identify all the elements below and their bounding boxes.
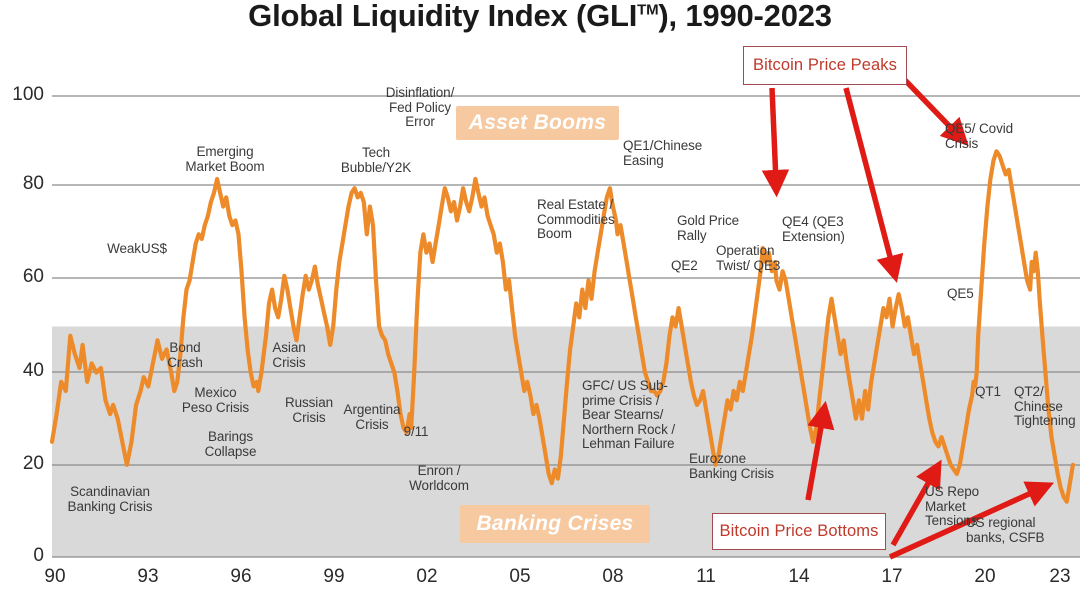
annotation-asian-crisis: Asian Crisis bbox=[272, 340, 306, 370]
peak-arrow-1 bbox=[761, 87, 790, 198]
annotation-us-repo-tensions: US Repo Market Tensions bbox=[925, 484, 980, 528]
annotation-nine-eleven: 9/11 bbox=[403, 424, 429, 439]
trademark-symbol: TM bbox=[637, 1, 659, 19]
annotation-qe4-extension: QE4 (QE3 Extension) bbox=[782, 214, 845, 244]
bottom-arrow-3 bbox=[888, 481, 1055, 560]
xtick-17: 17 bbox=[881, 566, 903, 587]
annotation-qt1: QT1 bbox=[975, 384, 1001, 399]
gli-data-line bbox=[49, 149, 1076, 504]
xtick-90: 90 bbox=[44, 566, 66, 587]
annotation-russian-crisis: Russian Crisis bbox=[284, 395, 334, 425]
callout-bitcoin-price-peaks[interactable]: Bitcoin Price Peaks bbox=[743, 46, 907, 85]
annotation-emerging-market-boom: Emerging Market Boom bbox=[185, 144, 265, 174]
annotation-operation-twist: Operation Twist/ QE3 bbox=[716, 243, 781, 273]
annotation-us-regional-banks: US regional banks, CSFB bbox=[966, 515, 1045, 545]
annotation-bond-crash: Bond Crash bbox=[167, 340, 203, 370]
annotation-qe1-chinese-easing: QE1/Chinese Easing bbox=[623, 138, 703, 168]
peak-arrows bbox=[761, 76, 969, 283]
annotation-gfc-subprime: GFC/ US Sub- prime Crisis / Bear Stearns… bbox=[582, 378, 676, 451]
peak-arrow-3 bbox=[901, 76, 969, 147]
banner-banking-crises: Banking Crises bbox=[460, 505, 650, 543]
ytick-40: 40 bbox=[22, 360, 44, 381]
chart-title-main: Global Liquidity Index (GLI bbox=[248, 0, 638, 33]
xtick-02: 02 bbox=[416, 566, 438, 587]
annotation-qe5: QE5 bbox=[947, 286, 974, 301]
chart-title-rest: ), 1990-2023 bbox=[658, 0, 832, 33]
annotation-scandinavian-banking-crisis: Scandinavian Banking Crisis bbox=[67, 484, 153, 514]
xtick-11: 11 bbox=[696, 566, 716, 587]
ytick-80: 80 bbox=[22, 173, 44, 194]
xtick-20: 20 bbox=[974, 566, 996, 587]
annotation-qe2: QE2 bbox=[671, 258, 698, 273]
annotation-barings-collapse: Barings Collapse bbox=[204, 429, 257, 459]
annotation-eurozone-banking-crisis: Eurozone Banking Crisis bbox=[689, 451, 774, 481]
annotation-enron-worldcom: Enron / Worldcom bbox=[409, 463, 469, 493]
annotation-weak-usd: WeakUS$ bbox=[107, 241, 167, 256]
annotation-qt2-chinese-tightening: QT2/ Chinese Tightening bbox=[1014, 384, 1076, 428]
bottom-arrows bbox=[805, 400, 1055, 560]
annotation-gold-price-rally: Gold Price Rally bbox=[677, 213, 740, 243]
xtick-96: 96 bbox=[230, 566, 252, 587]
ytick-20: 20 bbox=[22, 453, 44, 474]
annotation-qe5-covid-crisis: QE5/ Covid Crisis bbox=[945, 121, 1014, 151]
annotation-real-estate-boom: Real Estate / Commodities Boom bbox=[537, 197, 615, 241]
xtick-05: 05 bbox=[509, 566, 531, 587]
ytick-100: 100 bbox=[12, 84, 44, 105]
peak-arrow-2 bbox=[843, 87, 904, 283]
ytick-0: 0 bbox=[33, 545, 44, 566]
annotation-disinflation: Disinflation/ Fed Policy Error bbox=[385, 85, 455, 129]
xtick-23: 23 bbox=[1049, 566, 1071, 587]
chart-title: Global Liquidity Index (GLITM), 1990-202… bbox=[0, 0, 1080, 34]
annotation-argentina-crisis: Argentina Crisis bbox=[343, 402, 401, 432]
bottom-arrow-1 bbox=[805, 400, 835, 501]
bottom-arrow-2 bbox=[890, 459, 942, 547]
xtick-14: 14 bbox=[788, 566, 810, 587]
ytick-60: 60 bbox=[22, 266, 44, 287]
xtick-08: 08 bbox=[602, 566, 624, 587]
callout-bitcoin-price-bottoms[interactable]: Bitcoin Price Bottoms bbox=[712, 513, 886, 550]
xtick-93: 93 bbox=[137, 566, 159, 587]
banner-asset-booms: Asset Booms bbox=[456, 106, 619, 140]
xtick-99: 99 bbox=[323, 566, 345, 587]
gridlines bbox=[52, 95, 1080, 558]
annotation-mexico-peso-crisis: Mexico Peso Crisis bbox=[181, 385, 250, 415]
annotation-tech-bubble: Tech Bubble/Y2K bbox=[340, 145, 412, 175]
